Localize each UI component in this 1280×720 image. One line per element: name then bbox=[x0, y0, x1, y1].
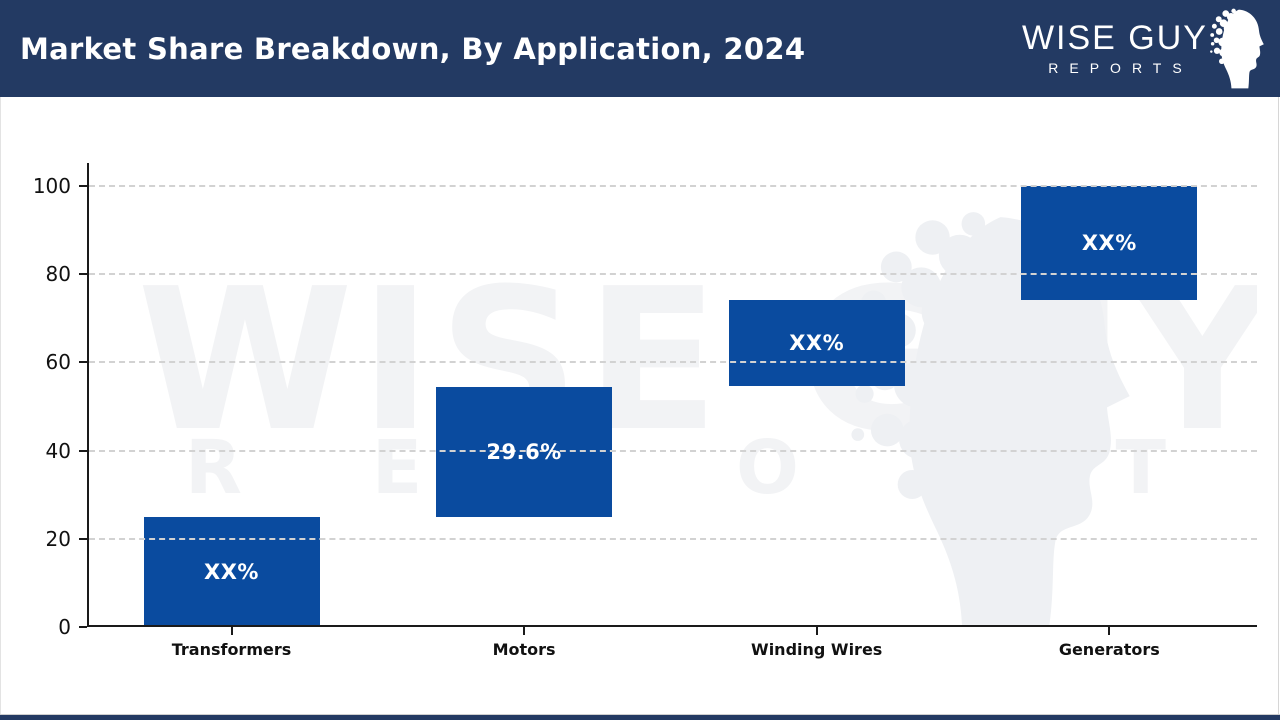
y-tick-label: 20 bbox=[45, 526, 71, 551]
bar-winding-wires: XX% bbox=[728, 299, 905, 386]
x-tick-mark bbox=[815, 627, 818, 635]
bar-motors: 29.6% bbox=[436, 386, 613, 518]
header: Market Share Breakdown, By Application, … bbox=[0, 0, 1280, 97]
y-tick-label: 80 bbox=[45, 262, 71, 287]
x-tick-mark bbox=[1108, 627, 1111, 635]
x-tick-mark bbox=[230, 627, 233, 635]
bar-value-label: XX% bbox=[789, 330, 845, 355]
y-tick-label: 60 bbox=[45, 350, 71, 375]
y-tick-mark bbox=[79, 626, 87, 628]
footer-bar bbox=[0, 714, 1280, 720]
bar-value-label: XX% bbox=[204, 560, 259, 585]
logo-text: WISE GUY REPORTS bbox=[1021, 19, 1208, 76]
chart-area: WISE GUY R E P O R T S XX%29.6%XX%XX% 02… bbox=[0, 97, 1279, 720]
logo-subtext: REPORTS bbox=[1048, 59, 1193, 76]
x-tick-mark bbox=[523, 627, 526, 635]
y-tick-label: 0 bbox=[58, 615, 71, 639]
x-axis-line bbox=[87, 625, 1257, 627]
logo-wordmark: WISE GUY bbox=[1021, 19, 1208, 58]
y-tick-mark bbox=[79, 537, 87, 540]
y-axis-line bbox=[87, 163, 89, 627]
gridline-60 bbox=[89, 361, 1257, 364]
x-axis-label-transformers: Transformers bbox=[171, 640, 292, 659]
x-axis-label-motors: Motors bbox=[492, 640, 556, 659]
gridline-100 bbox=[89, 185, 1257, 187]
y-tick-mark bbox=[79, 273, 87, 276]
brand-logo: WISE GUY REPORTS bbox=[1022, 5, 1266, 92]
y-tick-mark bbox=[79, 449, 87, 452]
gridline-80 bbox=[89, 273, 1257, 276]
y-tick-label: 40 bbox=[45, 438, 71, 463]
bar-transformers: XX% bbox=[143, 517, 320, 627]
y-tick-mark bbox=[79, 361, 87, 364]
bar-value-label: 29.6% bbox=[486, 439, 562, 464]
bar-value-label: XX% bbox=[1081, 230, 1137, 255]
bar-generators: XX% bbox=[1021, 186, 1198, 300]
y-tick-mark bbox=[79, 185, 87, 187]
page-title: Market Share Breakdown, By Application, … bbox=[20, 31, 806, 66]
gridline-20 bbox=[89, 537, 1257, 540]
plot-area: WISE GUY R E P O R T S XX%29.6%XX%XX% bbox=[89, 163, 1257, 627]
gridline-40 bbox=[89, 449, 1257, 452]
wiseguy-face-dots-icon bbox=[1210, 8, 1264, 88]
x-axis-label-winding-wires: Winding Wires bbox=[751, 640, 883, 659]
y-tick-label: 100 bbox=[32, 174, 71, 198]
x-axis-label-generators: Generators bbox=[1058, 640, 1160, 659]
